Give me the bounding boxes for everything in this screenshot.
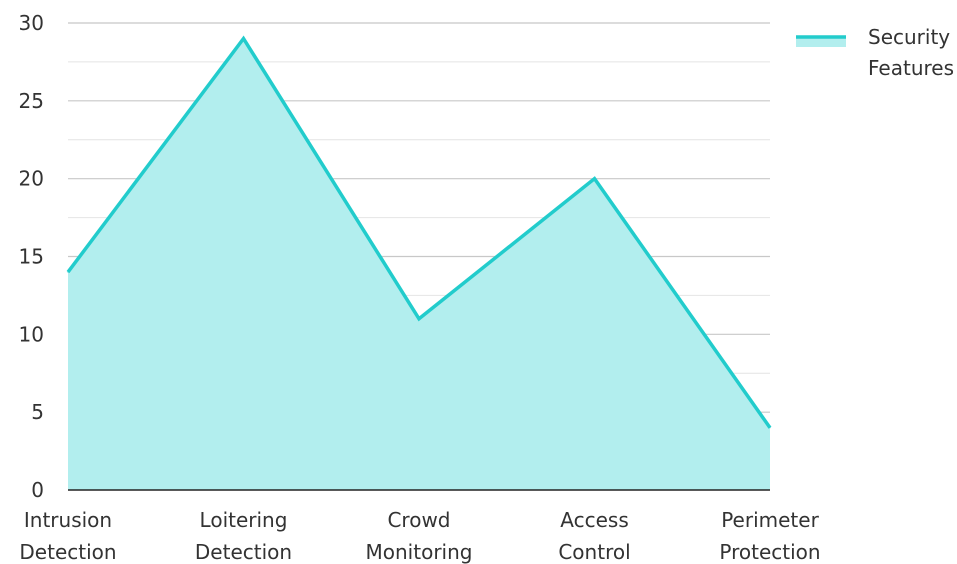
x-tick-label: Access Control [558,508,630,564]
y-tick-label: 20 [19,167,44,191]
x-tick-label: Intrusion Detection [19,508,116,564]
data-point-4 [594,178,595,180]
y-tick-label: 10 [19,322,44,346]
area-fill [68,38,770,491]
x-tick-label: Crowd Monitoring [366,508,473,564]
y-tick-label: 25 [19,89,44,113]
data-point-1 [67,271,69,273]
legend-label: Security Features [868,25,954,80]
y-tick-label: 0 [31,478,44,502]
legend: Security Features [796,25,954,80]
y-tick-label: 30 [19,11,44,35]
legend-swatch-fill [796,36,846,47]
data-point-2 [243,38,244,40]
x-axis-tick-labels: Intrusion Detection Loitering Detection Crow… [19,508,820,564]
x-tick-label: Loitering Detection [195,508,292,564]
x-tick-label: Perimeter Protection [719,508,820,564]
y-tick-label: 15 [19,245,44,269]
y-tick-label: 5 [31,400,44,424]
area-series [66,35,772,491]
data-point-5 [769,427,771,429]
y-axis-tick-labels: 0 5 10 15 20 25 30 [19,11,44,502]
data-point-3 [418,318,420,320]
